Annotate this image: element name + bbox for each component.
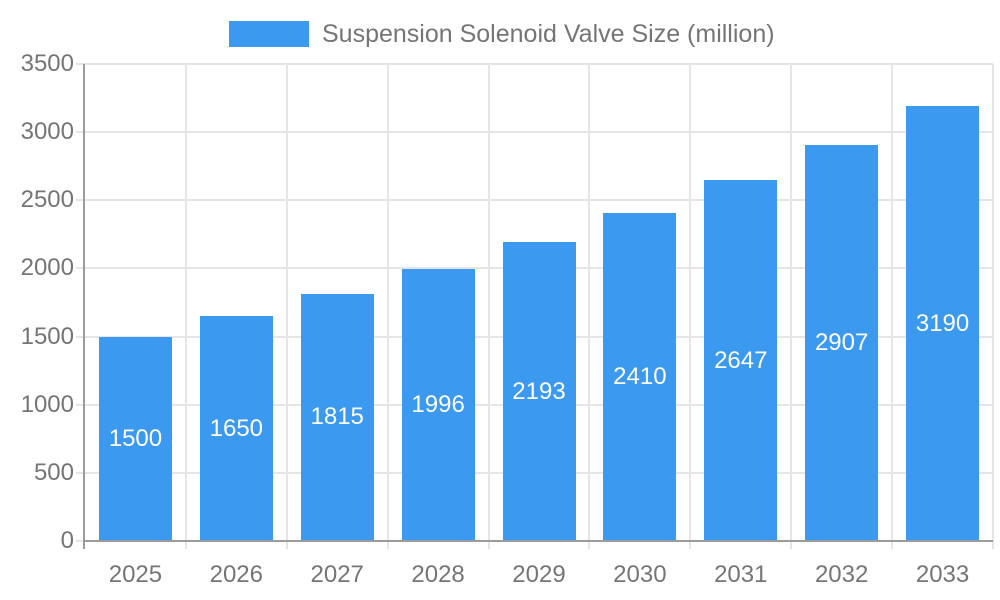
y-axis-label: 0 bbox=[60, 527, 74, 554]
bar-2033[interactable]: 3190 bbox=[906, 106, 980, 541]
bar-2032[interactable]: 2907 bbox=[805, 144, 879, 541]
x-axis-label: 2033 bbox=[915, 561, 970, 588]
legend-swatch bbox=[229, 21, 309, 47]
bar-2026[interactable]: 1650 bbox=[199, 316, 273, 541]
x-axis-label: 2031 bbox=[714, 561, 768, 588]
x-gridline bbox=[588, 64, 591, 541]
x-axis-label: 2028 bbox=[411, 561, 465, 588]
bar-value-label: 1996 bbox=[411, 390, 465, 418]
bar-value-label: 1650 bbox=[209, 414, 264, 442]
bar-value-label: 2647 bbox=[714, 346, 768, 374]
x-tick bbox=[487, 541, 490, 549]
bar-value-label: 2907 bbox=[814, 328, 869, 356]
x-gridline bbox=[184, 64, 187, 541]
x-gridline bbox=[891, 64, 894, 541]
bar-2031[interactable]: 2647 bbox=[704, 180, 778, 541]
legend[interactable]: Suspension Solenoid Valve Size (million) bbox=[229, 21, 775, 47]
x-gridline bbox=[992, 64, 994, 541]
x-tick bbox=[790, 541, 793, 549]
x-axis-label: 2025 bbox=[108, 561, 163, 588]
bar-value-label: 3190 bbox=[915, 309, 970, 337]
x-axis-label: 2027 bbox=[310, 561, 364, 588]
x-tick bbox=[689, 541, 692, 549]
x-axis-label: 2029 bbox=[512, 561, 566, 588]
bar-2028[interactable]: 1996 bbox=[401, 268, 475, 541]
bar-2029[interactable]: 2193 bbox=[502, 242, 576, 541]
x-axis-label: 2026 bbox=[209, 561, 263, 588]
x-axis-label: 2032 bbox=[814, 561, 869, 588]
x-gridline bbox=[487, 64, 490, 541]
bar-2025[interactable]: 1500 bbox=[98, 336, 172, 541]
y-axis-label: 500 bbox=[33, 458, 74, 486]
y-axis-label: 3000 bbox=[20, 118, 74, 146]
y-axis-label: 2000 bbox=[20, 254, 74, 282]
x-tick bbox=[891, 541, 894, 549]
x-tick bbox=[992, 541, 994, 549]
x-tick bbox=[285, 541, 288, 549]
x-tick bbox=[386, 541, 389, 549]
x-axis-line bbox=[83, 540, 993, 542]
bar-2030[interactable]: 2410 bbox=[603, 212, 677, 541]
legend-label: Suspension Solenoid Valve Size (million) bbox=[322, 20, 775, 48]
x-axis-label: 2030 bbox=[613, 561, 667, 588]
y-gridline bbox=[85, 131, 993, 134]
y-axis-label: 1000 bbox=[20, 390, 74, 418]
y-axis-label: 2500 bbox=[20, 186, 74, 214]
y-gridline bbox=[85, 63, 993, 65]
x-tick bbox=[184, 541, 187, 549]
bar-2027[interactable]: 1815 bbox=[300, 293, 374, 541]
x-gridline bbox=[386, 64, 389, 541]
bar-value-label: 2193 bbox=[512, 377, 566, 405]
x-gridline bbox=[285, 64, 288, 541]
bar-value-label: 1500 bbox=[108, 424, 163, 452]
x-gridline bbox=[790, 64, 793, 541]
y-axis-line bbox=[83, 64, 85, 549]
x-gridline bbox=[689, 64, 692, 541]
bar-value-label: 1815 bbox=[310, 403, 364, 431]
y-axis-label: 3500 bbox=[20, 50, 74, 77]
x-tick bbox=[588, 541, 591, 549]
bar-value-label: 2410 bbox=[613, 362, 667, 390]
y-axis-label: 1500 bbox=[20, 322, 74, 350]
